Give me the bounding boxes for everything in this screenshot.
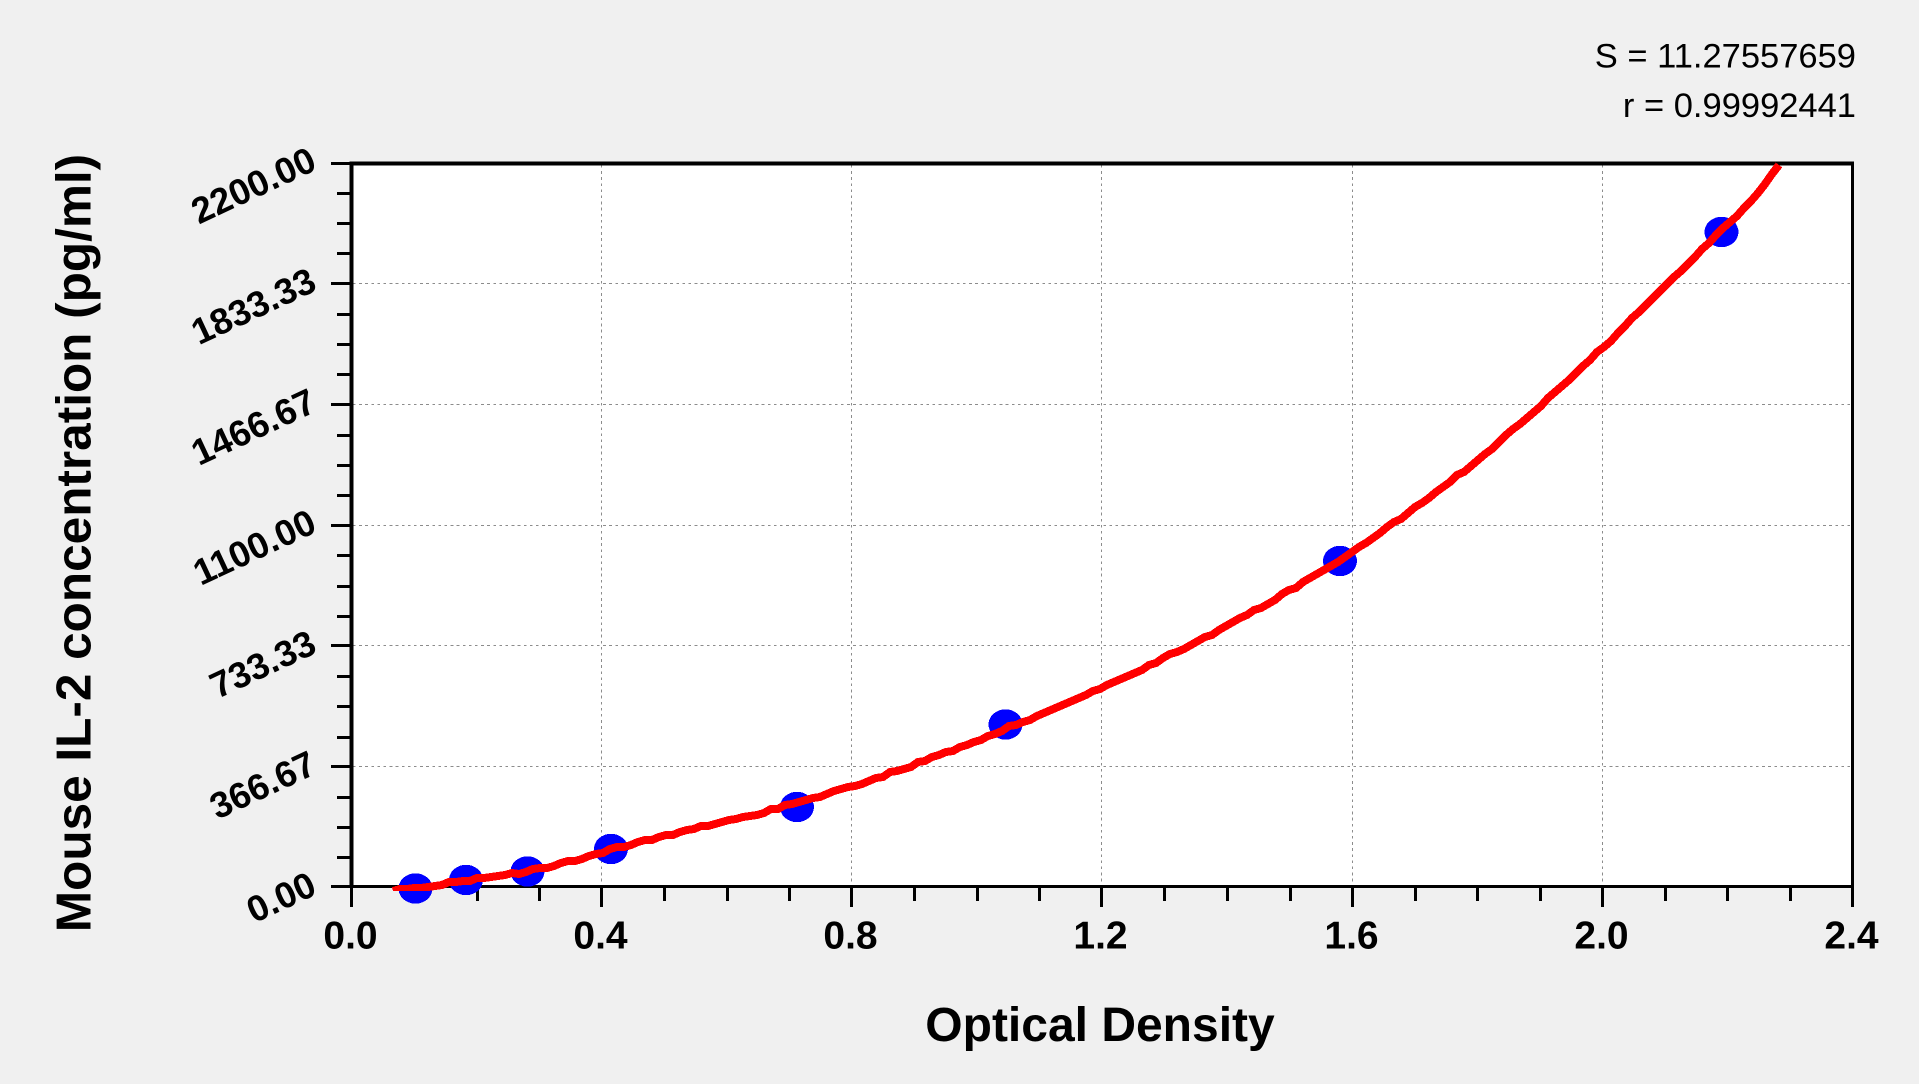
svg-text:2.4: 2.4 bbox=[1824, 915, 1879, 958]
svg-text:Optical Density: Optical Density bbox=[925, 999, 1275, 1052]
svg-text:Mouse IL-2 concentration (pg/m: Mouse IL-2 concentration (pg/ml) bbox=[47, 154, 102, 932]
svg-text:1.6: 1.6 bbox=[1324, 915, 1378, 958]
svg-text:0.0: 0.0 bbox=[323, 915, 377, 958]
svg-text:0.4: 0.4 bbox=[573, 915, 628, 958]
svg-text:r = 0.99992441: r = 0.99992441 bbox=[1623, 87, 1856, 125]
svg-text:2.0: 2.0 bbox=[1574, 915, 1628, 958]
svg-text:0.8: 0.8 bbox=[823, 915, 877, 958]
svg-text:1.2: 1.2 bbox=[1073, 915, 1127, 958]
svg-text:S = 11.27557659: S = 11.27557659 bbox=[1595, 38, 1856, 76]
